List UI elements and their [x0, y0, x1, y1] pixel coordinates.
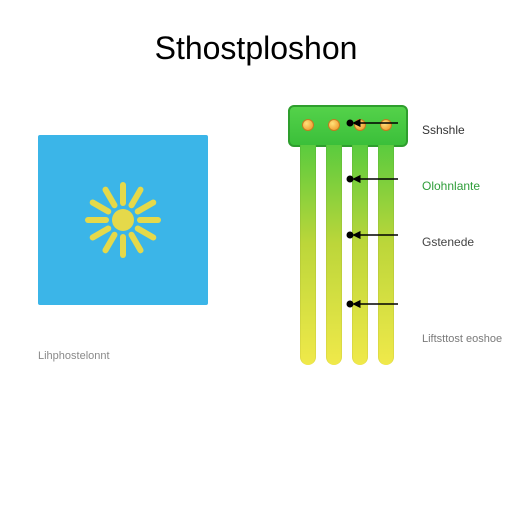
chip-dot-icon: [380, 119, 392, 131]
chip-dot-icon: [354, 119, 366, 131]
sun-ray-icon: [85, 217, 109, 223]
sun-ray-icon: [120, 234, 126, 258]
left-caption: Lihphostelonnt: [38, 350, 110, 362]
chip-prong: [352, 145, 368, 365]
label-4: Liftsttost eoshoe: [422, 333, 502, 346]
label-1: Sshshle: [422, 123, 465, 137]
diagram-row: Lihphostelonnt Sshshle Olohnlante Gstene…: [20, 95, 492, 395]
sun-ray-icon: [137, 217, 161, 223]
chip-dot-icon: [302, 119, 314, 131]
label-2: Olohnlante: [422, 179, 480, 193]
chip-dot-icon: [328, 119, 340, 131]
label-3: Gstenede: [422, 235, 474, 249]
chip-prong: [378, 145, 394, 365]
page-title: Sthostploshon: [20, 30, 492, 67]
sun-ray-icon: [120, 182, 126, 206]
chip-prong: [300, 145, 316, 365]
chip-component: [288, 105, 408, 375]
chip-prong: [326, 145, 342, 365]
sun-panel: [38, 135, 208, 305]
sun-core-icon: [112, 209, 134, 231]
page: Sthostploshon Lihphostelonnt Sshshle Olo…: [0, 0, 512, 512]
